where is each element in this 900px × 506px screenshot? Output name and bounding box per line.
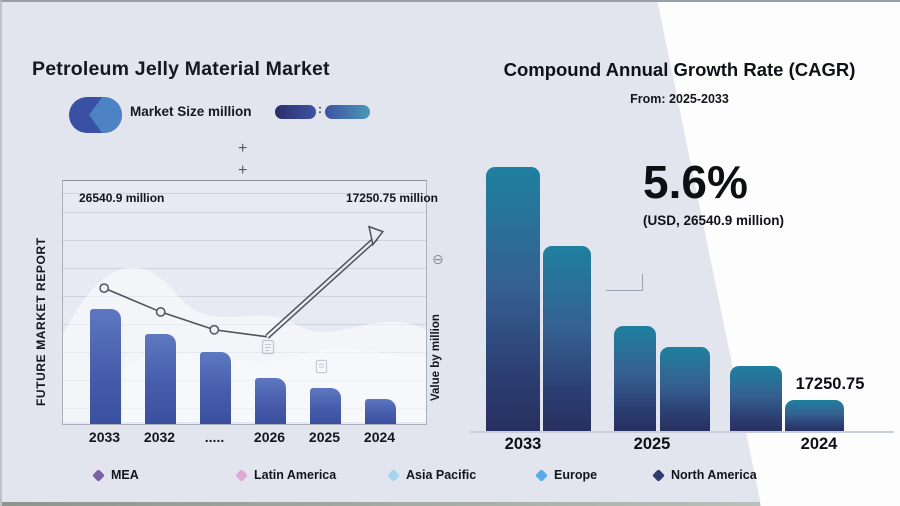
legend-diamond-icon: [535, 469, 548, 482]
x-axis-label: 2025: [633, 435, 671, 453]
cagr-bar-2024-b: [785, 400, 844, 432]
cagr-title: Compound Annual Growth Rate (CAGR): [503, 59, 856, 80]
legend-diamond-icon: [235, 469, 248, 482]
market-size-bar-2032: [145, 334, 176, 424]
x-axis-baseline: [470, 431, 894, 433]
petroleum-jar-icon-cap: [89, 97, 122, 133]
legend-diamond-icon: [92, 469, 105, 482]
x-axis-labels: 2033 2025 2024: [462, 435, 900, 457]
market-size-bar-2024: [365, 399, 396, 424]
clipboard-icon: [261, 339, 275, 355]
cagr-percentage: 5.6%: [643, 156, 748, 208]
x-axis-label: 2032: [143, 429, 176, 445]
plus-decoration-icon: +: [238, 162, 248, 179]
clipboard-icon: [315, 359, 328, 374]
cagr-bar-2025-a: [614, 326, 656, 432]
petroleum-jar-icon: [69, 97, 122, 133]
x-axis-label: 2033: [88, 429, 121, 445]
ratio-pill-left: [275, 105, 316, 119]
x-axis-label: 2033: [504, 435, 542, 453]
legend-label: MEA: [111, 468, 139, 482]
circled-minus-icon: ⊖: [432, 251, 444, 267]
x-axis-label: 2024: [363, 429, 396, 445]
plus-decoration-icon: +: [238, 140, 248, 157]
cagr-bar-2024-a: [730, 366, 782, 432]
cagr-bar-2033-b: [543, 246, 591, 432]
legend-diamond-icon: [387, 469, 400, 482]
trend-line-with-arrow: [99, 225, 385, 339]
x-axis-labels: 2033 2032..... 2026 2025 2024: [62, 429, 427, 449]
y-axis-label: Value by million: [430, 314, 442, 402]
corner-line-decoration: [606, 274, 643, 291]
bar-value-label: 17250.75: [795, 375, 865, 393]
region-legend: MEA Latin America Asia Pacific Europe North …: [2, 466, 900, 496]
market-size-bar-2025: [310, 388, 341, 424]
cagr-bar-2033-a: [486, 167, 540, 432]
cagr-subtitle: From: 2025-2033: [630, 92, 729, 106]
x-axis-label: .....: [204, 429, 225, 445]
market-size-bar-chart: 26540.9 million 17250.75 million: [62, 180, 438, 425]
market-size-legend-label: Market Size million: [130, 104, 252, 119]
bar-group-container: [63, 181, 426, 424]
cagr-usd-detail: (USD, 26540.9 million): [643, 213, 785, 228]
legend-label: Asia Pacific: [406, 468, 477, 482]
legend-label: Europe: [554, 468, 598, 482]
start-value-label: 26540.9 million: [79, 191, 165, 205]
market-size-bar-2026: [255, 378, 286, 424]
left-chart-title: Petroleum Jelly Material Market: [32, 58, 330, 80]
bottom-edge-strip: [2, 502, 760, 506]
x-axis-label: 2026: [253, 429, 286, 445]
market-size-bar-2033: [90, 309, 121, 424]
ratio-pill-right: [325, 105, 370, 119]
future-market-report-watermark: FUTURE MARKET REPORT: [34, 237, 48, 407]
x-axis-label: 2024: [800, 435, 838, 453]
market-size-bar-.....: [200, 352, 231, 424]
ratio-colon: :: [318, 102, 322, 116]
cagr-bar-chart: [462, 142, 900, 432]
end-value-label: 17250.75 million: [345, 191, 438, 205]
legend-diamond-icon: [652, 469, 665, 482]
legend-label: Latin America: [254, 468, 337, 482]
x-axis-label: 2025: [308, 429, 341, 445]
legend-label: North America: [671, 468, 757, 482]
cagr-bar-2025-b: [660, 347, 710, 432]
